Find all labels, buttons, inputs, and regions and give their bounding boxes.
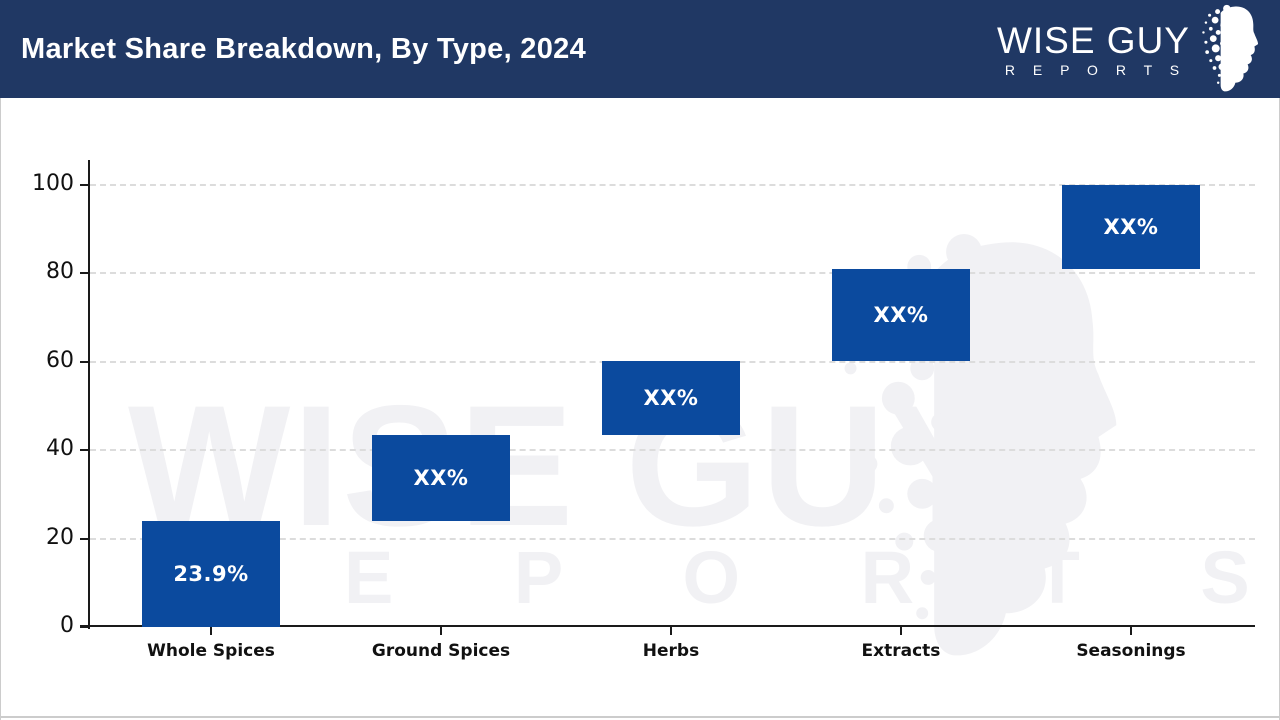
x-tick-0 — [210, 627, 212, 635]
bar-value-label: XX% — [643, 385, 699, 410]
plot-area: 0 20 40 60 80 100 23.9% Whole Spices XX% Ground S… — [32, 160, 1255, 661]
x-category-label: Whole Spices — [147, 641, 275, 661]
x-tick-1 — [440, 627, 442, 635]
header-band: Market Share Breakdown, By Type, 2024 WI… — [0, 0, 1280, 98]
y-tick-60 — [80, 360, 88, 363]
x-axis-line — [80, 625, 1255, 627]
x-category-label: Herbs — [642, 641, 700, 661]
y-tick-label: 20 — [46, 524, 74, 550]
gridline-80 — [90, 272, 1255, 275]
gridline-100 — [90, 184, 1255, 186]
y-tick-80 — [80, 272, 88, 275]
y-tick-label: 40 — [46, 436, 74, 462]
bar-seasonings: XX% — [1062, 185, 1200, 270]
bar-extracts: XX% — [832, 269, 970, 361]
dotted-head-icon — [1186, 3, 1270, 95]
brand-subtitle: R E P O R T S — [1004, 62, 1187, 78]
page-title: Market Share Breakdown, By Type, 2024 — [21, 32, 587, 65]
y-tick-0 — [80, 626, 88, 628]
y-tick-100 — [80, 184, 88, 186]
x-category-label: Ground Spices — [371, 641, 511, 661]
bar-value-label: XX% — [1103, 215, 1159, 240]
bar-value-label: 23.9% — [173, 562, 249, 587]
brand-logo: WISE GUY R E P O R T S — [997, 0, 1280, 98]
y-tick-40 — [80, 449, 88, 452]
y-tick-label: 0 — [60, 613, 74, 638]
y-tick-label: 60 — [46, 347, 74, 373]
bar-whole-spices: 23.9% — [142, 521, 280, 627]
x-category-label: Seasonings — [1076, 641, 1186, 661]
bar-herbs: XX% — [602, 360, 740, 435]
gridline-40 — [90, 449, 1255, 452]
x-tick-4 — [1130, 627, 1132, 635]
bar-value-label: XX% — [413, 466, 469, 491]
bar-value-label: XX% — [873, 303, 929, 328]
bar-ground-spices: XX% — [372, 434, 510, 522]
y-axis-line — [88, 160, 90, 629]
gridline-20 — [90, 537, 1255, 540]
y-tick-label: 100 — [32, 171, 74, 196]
x-category-label: Extracts — [861, 641, 941, 661]
x-tick-2 — [670, 627, 672, 635]
brand-logo-text: WISE GUY R E P O R T S — [997, 20, 1190, 78]
left-border — [0, 98, 1, 720]
y-tick-20 — [80, 537, 88, 540]
brand-name: WISE GUY — [996, 20, 1190, 61]
x-tick-3 — [900, 627, 902, 635]
y-tick-label: 80 — [46, 259, 74, 285]
watermark-text-2: R E P O R T S — [170, 536, 1280, 619]
bottom-border — [0, 716, 1280, 718]
